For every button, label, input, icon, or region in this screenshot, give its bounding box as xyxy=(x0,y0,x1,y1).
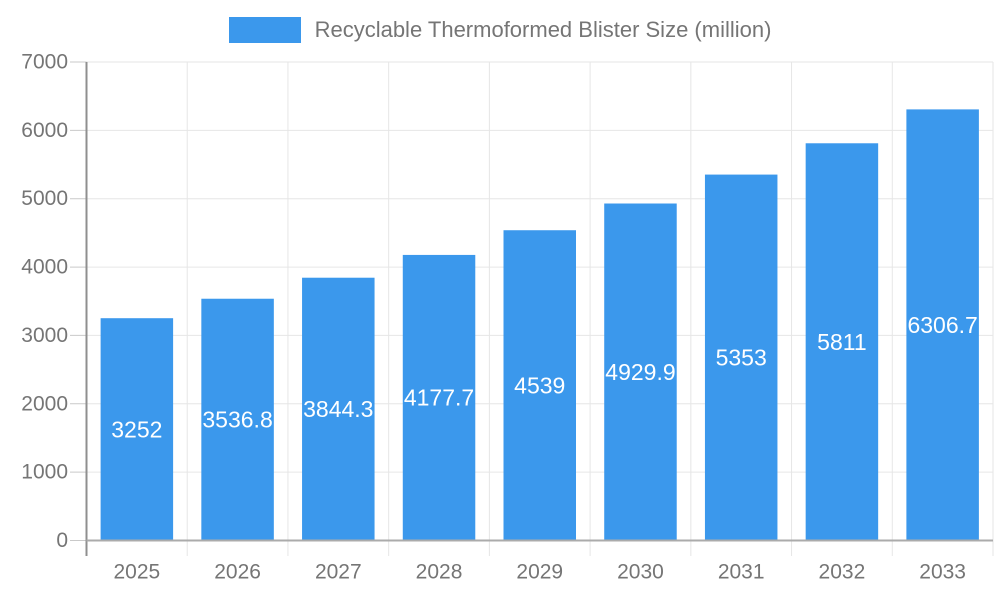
bar-2026[interactable] xyxy=(201,298,274,541)
x-axis-label-2033: 2033 xyxy=(919,561,966,584)
legend-swatch xyxy=(228,17,301,43)
x-axis-label-2029: 2029 xyxy=(516,561,563,584)
bar-2027[interactable] xyxy=(302,277,375,541)
bar-2025[interactable] xyxy=(100,318,174,541)
bar-2029[interactable] xyxy=(503,230,577,541)
bar-2031[interactable] xyxy=(704,174,778,541)
y-axis-label: 4000 xyxy=(21,256,68,279)
bar-2032[interactable] xyxy=(805,143,879,541)
x-axis-label-2032: 2032 xyxy=(819,561,866,584)
x-axis-label-2030: 2030 xyxy=(617,561,664,584)
x-axis-label-2027: 2027 xyxy=(315,561,362,584)
x-axis-label-2026: 2026 xyxy=(214,561,261,584)
bar-value-label-2027: 3844.3 xyxy=(303,396,373,422)
y-axis-label: 0 xyxy=(56,529,68,552)
y-axis-label: 3000 xyxy=(21,324,68,347)
bar-2030[interactable] xyxy=(604,203,677,541)
bar-2033[interactable] xyxy=(906,109,979,541)
bar-value-label-2029: 4539 xyxy=(514,372,565,398)
bar-value-label-2030: 4929.9 xyxy=(605,359,675,385)
x-axis-label-2025: 2025 xyxy=(114,561,161,584)
legend-item[interactable]: Recyclable Thermoformed Blister Size (mi… xyxy=(228,17,772,43)
y-axis-label: 5000 xyxy=(21,187,68,210)
x-axis-label-2031: 2031 xyxy=(718,561,765,584)
y-axis-label: 7000 xyxy=(21,51,68,74)
y-axis-label: 2000 xyxy=(21,392,68,415)
bar-value-label-2032: 5811 xyxy=(817,329,866,355)
bar-value-label-2028: 4177.7 xyxy=(404,385,474,411)
bar-value-label-2026: 3536.8 xyxy=(202,407,272,433)
y-axis-label: 6000 xyxy=(21,119,68,142)
legend: Recyclable Thermoformed Blister Size (mi… xyxy=(0,17,1000,43)
bar-value-label-2033: 6306.7 xyxy=(907,312,977,338)
y-axis-label: 1000 xyxy=(21,461,68,484)
bar-value-label-2031: 5353 xyxy=(716,345,767,371)
bar-2028[interactable] xyxy=(402,254,476,541)
bar-value-label-2025: 3252 xyxy=(111,416,162,442)
x-axis-label-2028: 2028 xyxy=(416,561,463,584)
legend-label: Recyclable Thermoformed Blister Size (mi… xyxy=(314,17,772,42)
